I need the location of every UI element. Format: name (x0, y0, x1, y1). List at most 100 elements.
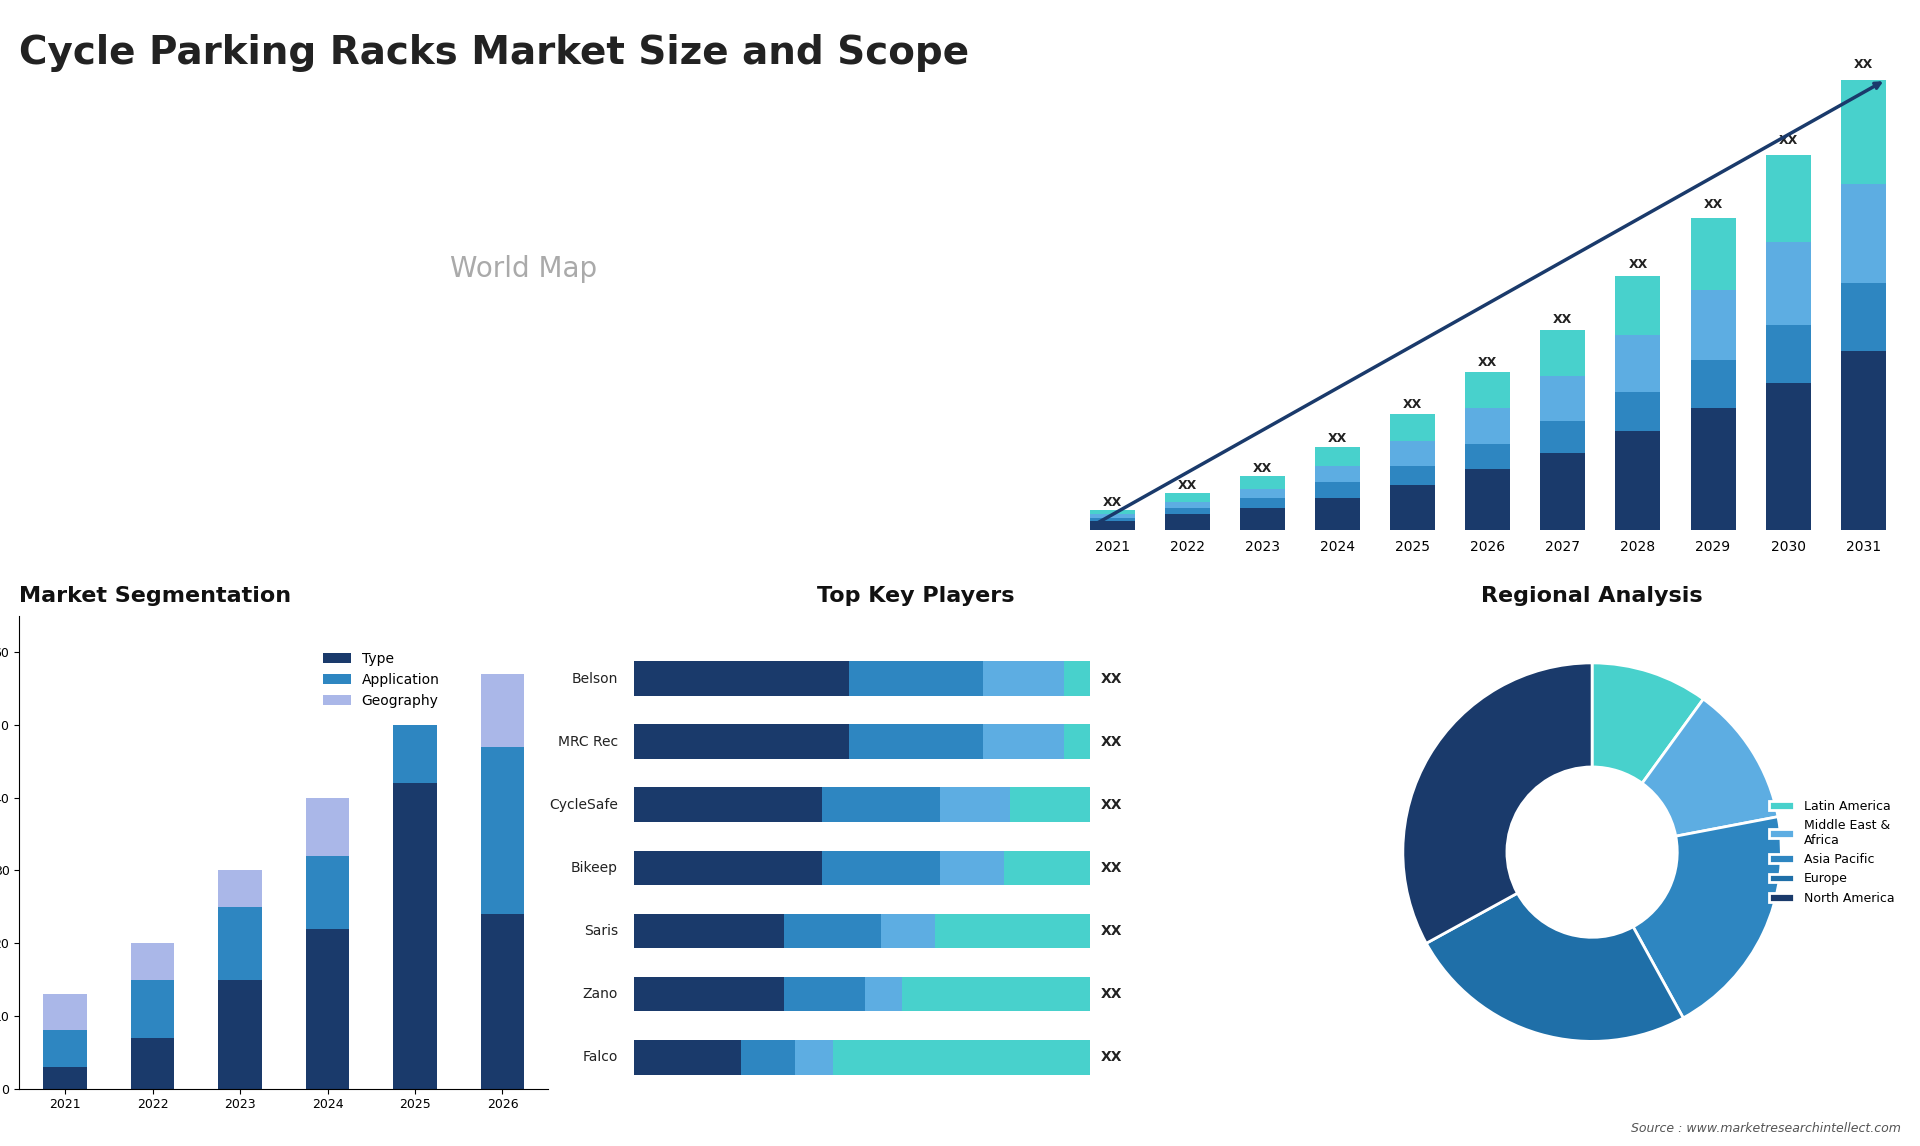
Bar (1766, 325, 1811, 383)
Bar (634, 661, 849, 696)
Bar (1690, 218, 1736, 290)
Bar (131, 980, 175, 1038)
Bar (1841, 183, 1885, 283)
Bar (1690, 408, 1736, 531)
Text: XX: XX (1778, 134, 1797, 148)
Bar (935, 913, 1091, 949)
Bar (1766, 155, 1811, 242)
Bar (1540, 376, 1586, 422)
Bar (1615, 431, 1661, 531)
Bar (983, 724, 1064, 759)
Bar (849, 661, 983, 696)
Bar (131, 1038, 175, 1089)
Text: XX: XX (1100, 861, 1123, 874)
Text: XX: XX (1853, 57, 1872, 71)
Bar (1315, 466, 1359, 482)
Bar (1390, 466, 1434, 486)
Bar (1240, 477, 1284, 488)
Bar (219, 906, 261, 980)
Bar (741, 1039, 795, 1075)
Legend: Latin America, Middle East &
Africa, Asia Pacific, Europe, North America: Latin America, Middle East & Africa, Asi… (1764, 794, 1899, 910)
Bar (131, 943, 175, 980)
Bar (1540, 454, 1586, 531)
Text: XX: XX (1100, 735, 1123, 748)
Bar (795, 1039, 833, 1075)
Bar (305, 928, 349, 1089)
Text: XX: XX (1329, 432, 1348, 446)
Wedge shape (1634, 817, 1782, 1018)
Bar (785, 976, 864, 1012)
Text: Falco: Falco (582, 1050, 618, 1065)
Bar (394, 724, 438, 783)
Wedge shape (1427, 893, 1684, 1042)
Bar (1615, 276, 1661, 335)
Text: World Map: World Map (451, 256, 597, 283)
Text: XX: XX (1100, 798, 1123, 811)
Text: Bikeep: Bikeep (570, 861, 618, 874)
Bar (1315, 482, 1359, 499)
Bar (634, 913, 785, 949)
Wedge shape (1404, 662, 1592, 943)
Title: Top Key Players: Top Key Players (818, 586, 1014, 606)
Text: Belson: Belson (572, 672, 618, 685)
Bar (1165, 508, 1210, 515)
Bar (1004, 850, 1091, 885)
Bar (881, 913, 935, 949)
Bar (219, 870, 261, 906)
Bar (1315, 447, 1359, 466)
Bar (1615, 335, 1661, 392)
Bar (1390, 486, 1434, 531)
Bar (1841, 80, 1885, 183)
Text: XX: XX (1553, 313, 1572, 327)
Bar (1240, 488, 1284, 499)
Text: XX: XX (1628, 258, 1647, 270)
Text: XX: XX (1100, 672, 1123, 685)
Bar (1465, 470, 1511, 531)
Bar (1841, 283, 1885, 351)
Bar (1064, 724, 1091, 759)
Wedge shape (1642, 699, 1778, 837)
Bar (305, 856, 349, 928)
Legend: Type, Application, Geography: Type, Application, Geography (317, 646, 445, 713)
Bar (1766, 383, 1811, 531)
Text: XX: XX (1102, 496, 1121, 509)
Bar (634, 787, 822, 822)
Bar (394, 783, 438, 1089)
Wedge shape (1592, 662, 1703, 783)
Bar (1240, 508, 1284, 531)
Bar (785, 913, 881, 949)
Text: XX: XX (1100, 1050, 1123, 1065)
Title: Regional Analysis: Regional Analysis (1482, 586, 1703, 606)
Bar (44, 994, 86, 1030)
Bar (219, 980, 261, 1089)
Text: XX: XX (1100, 987, 1123, 1002)
Bar (1165, 493, 1210, 502)
Bar (1091, 520, 1135, 531)
Bar (1540, 330, 1586, 376)
Bar (983, 661, 1064, 696)
Bar (1240, 499, 1284, 508)
Bar (1465, 408, 1511, 444)
Text: XX: XX (1254, 462, 1273, 476)
Bar (941, 850, 1004, 885)
Bar (634, 976, 785, 1012)
Text: CycleSafe: CycleSafe (549, 798, 618, 811)
Bar (634, 1039, 741, 1075)
Text: MRC Rec: MRC Rec (559, 735, 618, 748)
Bar (1540, 422, 1586, 454)
Text: XX: XX (1478, 355, 1498, 369)
Bar (44, 1030, 86, 1067)
Bar (1465, 444, 1511, 470)
Bar (1315, 499, 1359, 531)
Bar (941, 787, 1010, 822)
Bar (1165, 515, 1210, 531)
Bar (849, 724, 983, 759)
Bar (634, 724, 849, 759)
Bar (634, 850, 822, 885)
Text: Saris: Saris (584, 924, 618, 937)
Bar (902, 976, 1091, 1012)
Bar (1091, 518, 1135, 520)
Bar (1390, 440, 1434, 466)
Bar (1390, 414, 1434, 440)
Bar (480, 746, 524, 915)
